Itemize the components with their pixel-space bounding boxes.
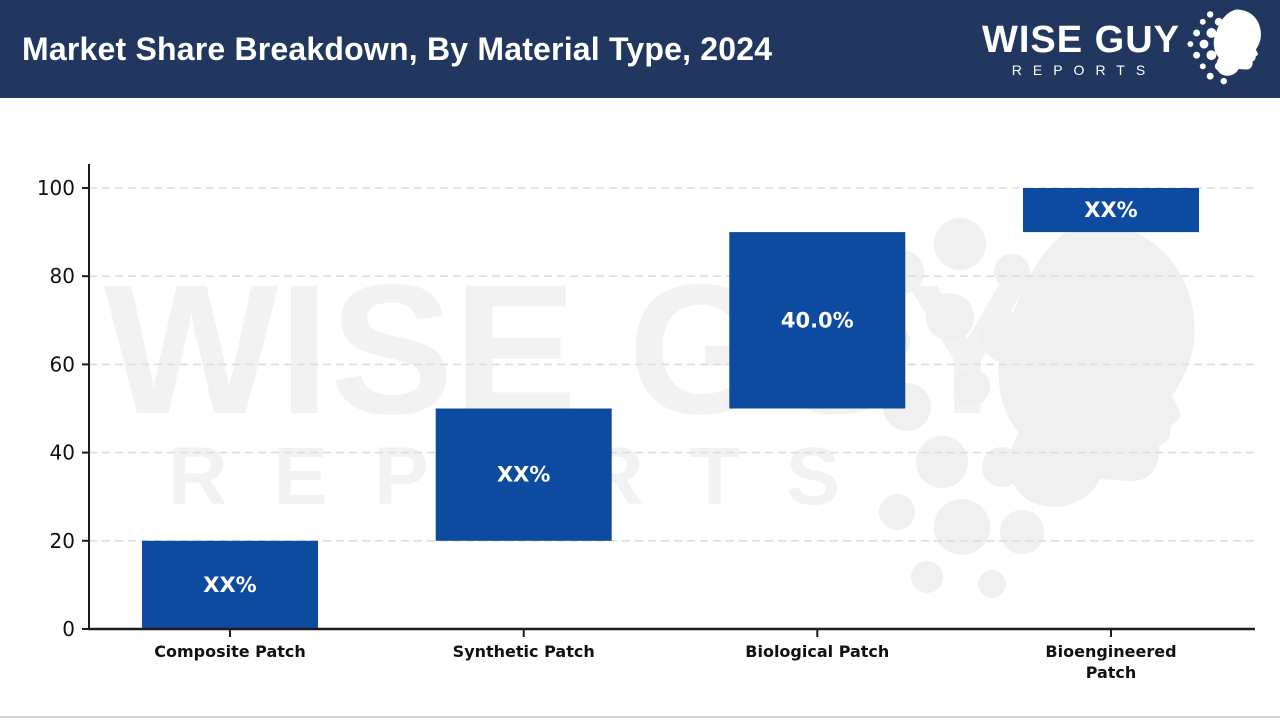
y-tick-label: 60 bbox=[50, 352, 75, 376]
bar-bioengineered-patch bbox=[1023, 188, 1199, 233]
y-tick-label: 40 bbox=[50, 441, 75, 465]
logo-wordmark: WISE GUY REPORTS bbox=[982, 21, 1180, 77]
logo-face-icon bbox=[1187, 9, 1261, 85]
page-title: Market Share Breakdown, By Material Type… bbox=[22, 30, 773, 67]
bar-composite-patch bbox=[142, 540, 318, 629]
x-category-label: Bioengineered bbox=[1045, 642, 1176, 661]
bar-biological-patch bbox=[729, 232, 906, 409]
bar-label: 40.0% bbox=[781, 308, 854, 332]
y-tick-label: 100 bbox=[37, 176, 75, 200]
header: Market Share Breakdown, By Material Type… bbox=[0, 0, 1280, 98]
y-tick-label: 0 bbox=[62, 617, 75, 641]
footer-divider bbox=[0, 716, 1280, 718]
bar-label: XX% bbox=[203, 573, 256, 597]
bar-label: XX% bbox=[1084, 198, 1137, 222]
x-category-label: Patch bbox=[1086, 663, 1137, 682]
bar-synthetic-patch bbox=[435, 408, 612, 541]
x-category-label: Composite Patch bbox=[154, 642, 306, 661]
wise-guy-logo: WISE GUY REPORTS bbox=[982, 7, 1264, 91]
x-category-label: Synthetic Patch bbox=[453, 642, 595, 661]
logo-wordmark-line2: REPORTS bbox=[1011, 62, 1157, 78]
y-tick-label: 20 bbox=[50, 529, 75, 553]
logo-wordmark-line1: WISE GUY bbox=[981, 19, 1180, 61]
bar-label: XX% bbox=[497, 463, 550, 487]
x-category-label: Biological Patch bbox=[745, 642, 889, 661]
y-tick-label: 80 bbox=[50, 264, 75, 288]
